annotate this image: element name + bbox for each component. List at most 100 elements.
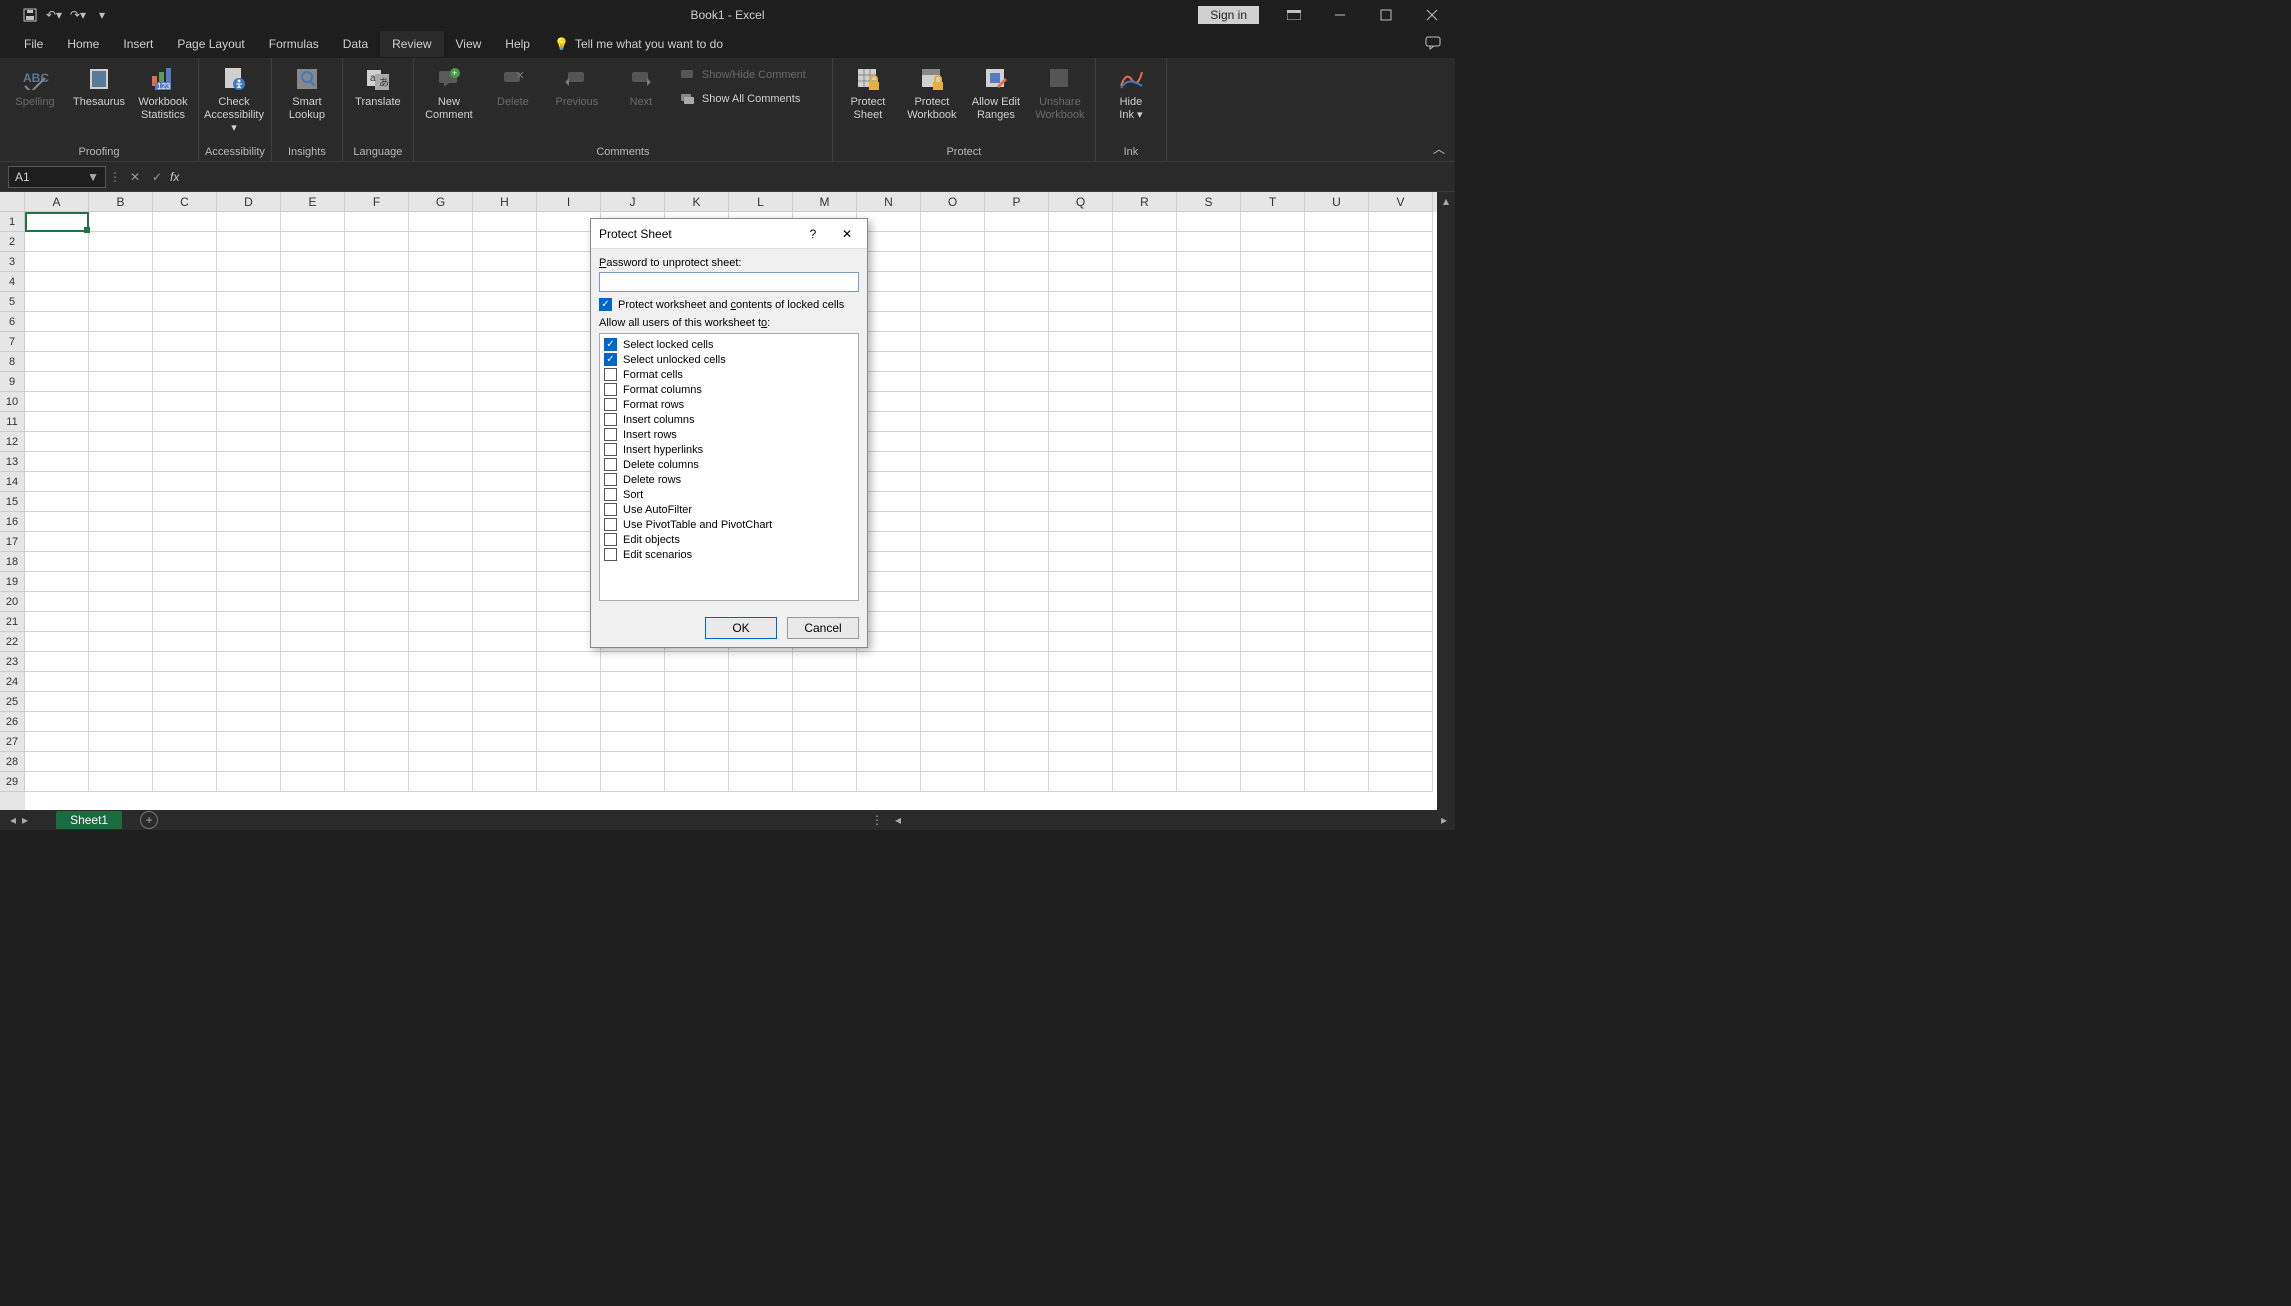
cell[interactable] xyxy=(1305,392,1369,412)
cell[interactable] xyxy=(1177,552,1241,572)
cell[interactable] xyxy=(1241,632,1305,652)
cell[interactable] xyxy=(409,232,473,252)
cell[interactable] xyxy=(25,412,89,432)
cell[interactable] xyxy=(1241,672,1305,692)
cell[interactable] xyxy=(921,532,985,552)
cell[interactable] xyxy=(1113,532,1177,552)
cell[interactable] xyxy=(601,732,665,752)
ribbon-display-icon[interactable] xyxy=(1271,0,1317,30)
cell[interactable] xyxy=(153,732,217,752)
cell[interactable] xyxy=(281,712,345,732)
cell[interactable] xyxy=(345,652,409,672)
hscroll-right-icon[interactable]: ▸ xyxy=(1441,813,1447,827)
dialog-close-icon[interactable]: ✕ xyxy=(835,227,859,241)
column-header[interactable]: Q xyxy=(1049,192,1113,212)
cell[interactable] xyxy=(1369,652,1433,672)
column-header[interactable]: P xyxy=(985,192,1049,212)
cell[interactable] xyxy=(1241,772,1305,792)
cell[interactable] xyxy=(1241,572,1305,592)
cell[interactable] xyxy=(409,612,473,632)
cell[interactable] xyxy=(793,752,857,772)
permission-checkbox[interactable] xyxy=(604,488,617,501)
row-header[interactable]: 4 xyxy=(0,272,25,292)
collapse-ribbon-icon[interactable]: ︿ xyxy=(1433,140,1445,157)
cell[interactable] xyxy=(1049,532,1113,552)
tab-review[interactable]: Review xyxy=(380,31,443,57)
cell[interactable] xyxy=(1305,512,1369,532)
cell[interactable] xyxy=(409,372,473,392)
cell[interactable] xyxy=(409,292,473,312)
cell[interactable] xyxy=(985,692,1049,712)
row-header[interactable]: 19 xyxy=(0,572,25,592)
cell[interactable] xyxy=(153,492,217,512)
cell[interactable] xyxy=(153,772,217,792)
cell[interactable] xyxy=(985,572,1049,592)
cell[interactable] xyxy=(601,712,665,732)
cell[interactable] xyxy=(921,672,985,692)
cell[interactable] xyxy=(153,512,217,532)
cell[interactable] xyxy=(281,612,345,632)
cell[interactable] xyxy=(217,632,281,652)
cell[interactable] xyxy=(89,672,153,692)
ok-button[interactable]: OK xyxy=(705,617,777,639)
cell[interactable] xyxy=(1049,412,1113,432)
cell[interactable] xyxy=(1177,692,1241,712)
cell[interactable] xyxy=(473,292,537,312)
cell[interactable] xyxy=(1305,452,1369,472)
allow-edit-ranges-button[interactable]: Allow Edit Ranges xyxy=(967,62,1025,122)
cell[interactable] xyxy=(473,232,537,252)
cell[interactable] xyxy=(1305,492,1369,512)
cell[interactable] xyxy=(921,252,985,272)
cell[interactable] xyxy=(921,552,985,572)
cell[interactable] xyxy=(409,692,473,712)
cell[interactable] xyxy=(89,452,153,472)
cell[interactable] xyxy=(1113,312,1177,332)
cell[interactable] xyxy=(409,252,473,272)
row-header[interactable]: 12 xyxy=(0,432,25,452)
cell[interactable] xyxy=(153,592,217,612)
cell[interactable] xyxy=(1241,312,1305,332)
cell[interactable] xyxy=(25,492,89,512)
cell[interactable] xyxy=(153,352,217,372)
cell[interactable] xyxy=(1241,752,1305,772)
column-header[interactable]: H xyxy=(473,192,537,212)
row-header[interactable]: 23 xyxy=(0,652,25,672)
cell[interactable] xyxy=(153,652,217,672)
cell[interactable] xyxy=(921,272,985,292)
sign-in-button[interactable]: Sign in xyxy=(1198,6,1259,24)
cell[interactable] xyxy=(729,652,793,672)
cell[interactable] xyxy=(345,752,409,772)
cell[interactable] xyxy=(473,772,537,792)
cell[interactable] xyxy=(857,752,921,772)
cell[interactable] xyxy=(345,392,409,412)
cell[interactable] xyxy=(1049,552,1113,572)
cell[interactable] xyxy=(857,772,921,792)
thesaurus-button[interactable]: Thesaurus xyxy=(70,62,128,109)
undo-icon[interactable]: ↶▾ xyxy=(44,5,64,25)
cell[interactable] xyxy=(1113,552,1177,572)
cell[interactable] xyxy=(1305,212,1369,232)
cell[interactable] xyxy=(1049,712,1113,732)
cell[interactable] xyxy=(1241,372,1305,392)
cell[interactable] xyxy=(217,752,281,772)
cell[interactable] xyxy=(89,232,153,252)
cell[interactable] xyxy=(1305,612,1369,632)
cell[interactable] xyxy=(729,772,793,792)
cell[interactable] xyxy=(1177,752,1241,772)
cell[interactable] xyxy=(537,652,601,672)
cell[interactable] xyxy=(153,272,217,292)
cell[interactable] xyxy=(1241,332,1305,352)
cell[interactable] xyxy=(1113,592,1177,612)
protect-workbook-button[interactable]: Protect Workbook xyxy=(903,62,961,122)
cell[interactable] xyxy=(281,772,345,792)
permission-checkbox[interactable] xyxy=(604,428,617,441)
cell[interactable] xyxy=(793,652,857,672)
row-header[interactable]: 25 xyxy=(0,692,25,712)
cell[interactable] xyxy=(345,672,409,692)
cell[interactable] xyxy=(985,272,1049,292)
cell[interactable] xyxy=(1177,712,1241,732)
column-header[interactable]: B xyxy=(89,192,153,212)
cell[interactable] xyxy=(1241,352,1305,372)
cell[interactable] xyxy=(1241,232,1305,252)
cell[interactable] xyxy=(153,532,217,552)
